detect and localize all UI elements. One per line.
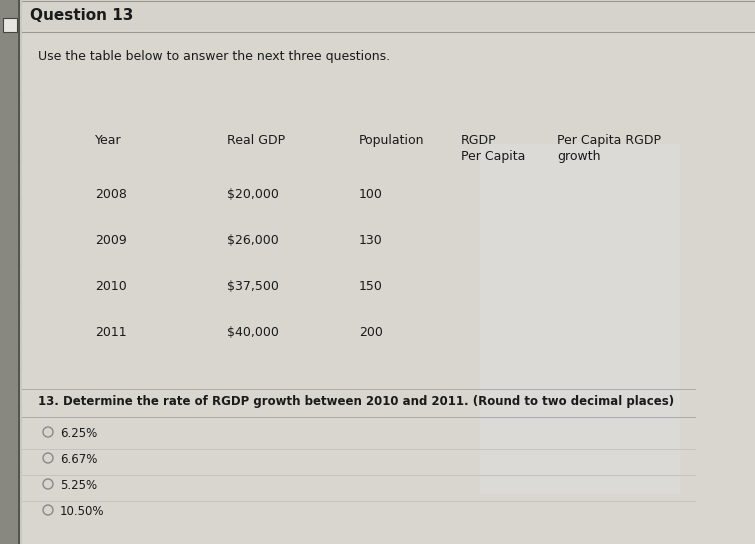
Text: Per Capita RGDP: Per Capita RGDP <box>557 134 661 147</box>
Bar <box>22 0 755 30</box>
Text: 10.50%: 10.50% <box>60 505 104 518</box>
Text: 100: 100 <box>359 188 383 201</box>
Text: $20,000: $20,000 <box>227 188 279 201</box>
Text: $37,500: $37,500 <box>227 280 279 293</box>
Text: 5.25%: 5.25% <box>60 479 97 492</box>
Text: Year: Year <box>95 134 122 147</box>
Text: $40,000: $40,000 <box>227 326 279 339</box>
Text: 2010: 2010 <box>95 280 127 293</box>
Bar <box>18 0 20 544</box>
Text: Per Capita: Per Capita <box>461 150 525 163</box>
Text: 130: 130 <box>359 234 383 247</box>
Text: 6.67%: 6.67% <box>60 453 97 466</box>
Text: 2011: 2011 <box>95 326 127 339</box>
Text: Question 13: Question 13 <box>30 9 134 23</box>
Text: growth: growth <box>557 150 600 163</box>
Text: 6.25%: 6.25% <box>60 427 97 440</box>
Bar <box>480 144 680 494</box>
Text: RGDP: RGDP <box>461 134 497 147</box>
Text: Use the table below to answer the next three questions.: Use the table below to answer the next t… <box>38 50 390 63</box>
Text: $26,000: $26,000 <box>227 234 279 247</box>
Text: 2008: 2008 <box>95 188 127 201</box>
Text: Real GDP: Real GDP <box>227 134 285 147</box>
Text: 2009: 2009 <box>95 234 127 247</box>
Bar <box>3 18 17 32</box>
Text: 200: 200 <box>359 326 383 339</box>
Text: 13. Determine the rate of RGDP growth between 2010 and 2011. (Round to two decim: 13. Determine the rate of RGDP growth be… <box>38 395 674 408</box>
Bar <box>0 0 18 544</box>
Text: 150: 150 <box>359 280 383 293</box>
Text: Population: Population <box>359 134 424 147</box>
